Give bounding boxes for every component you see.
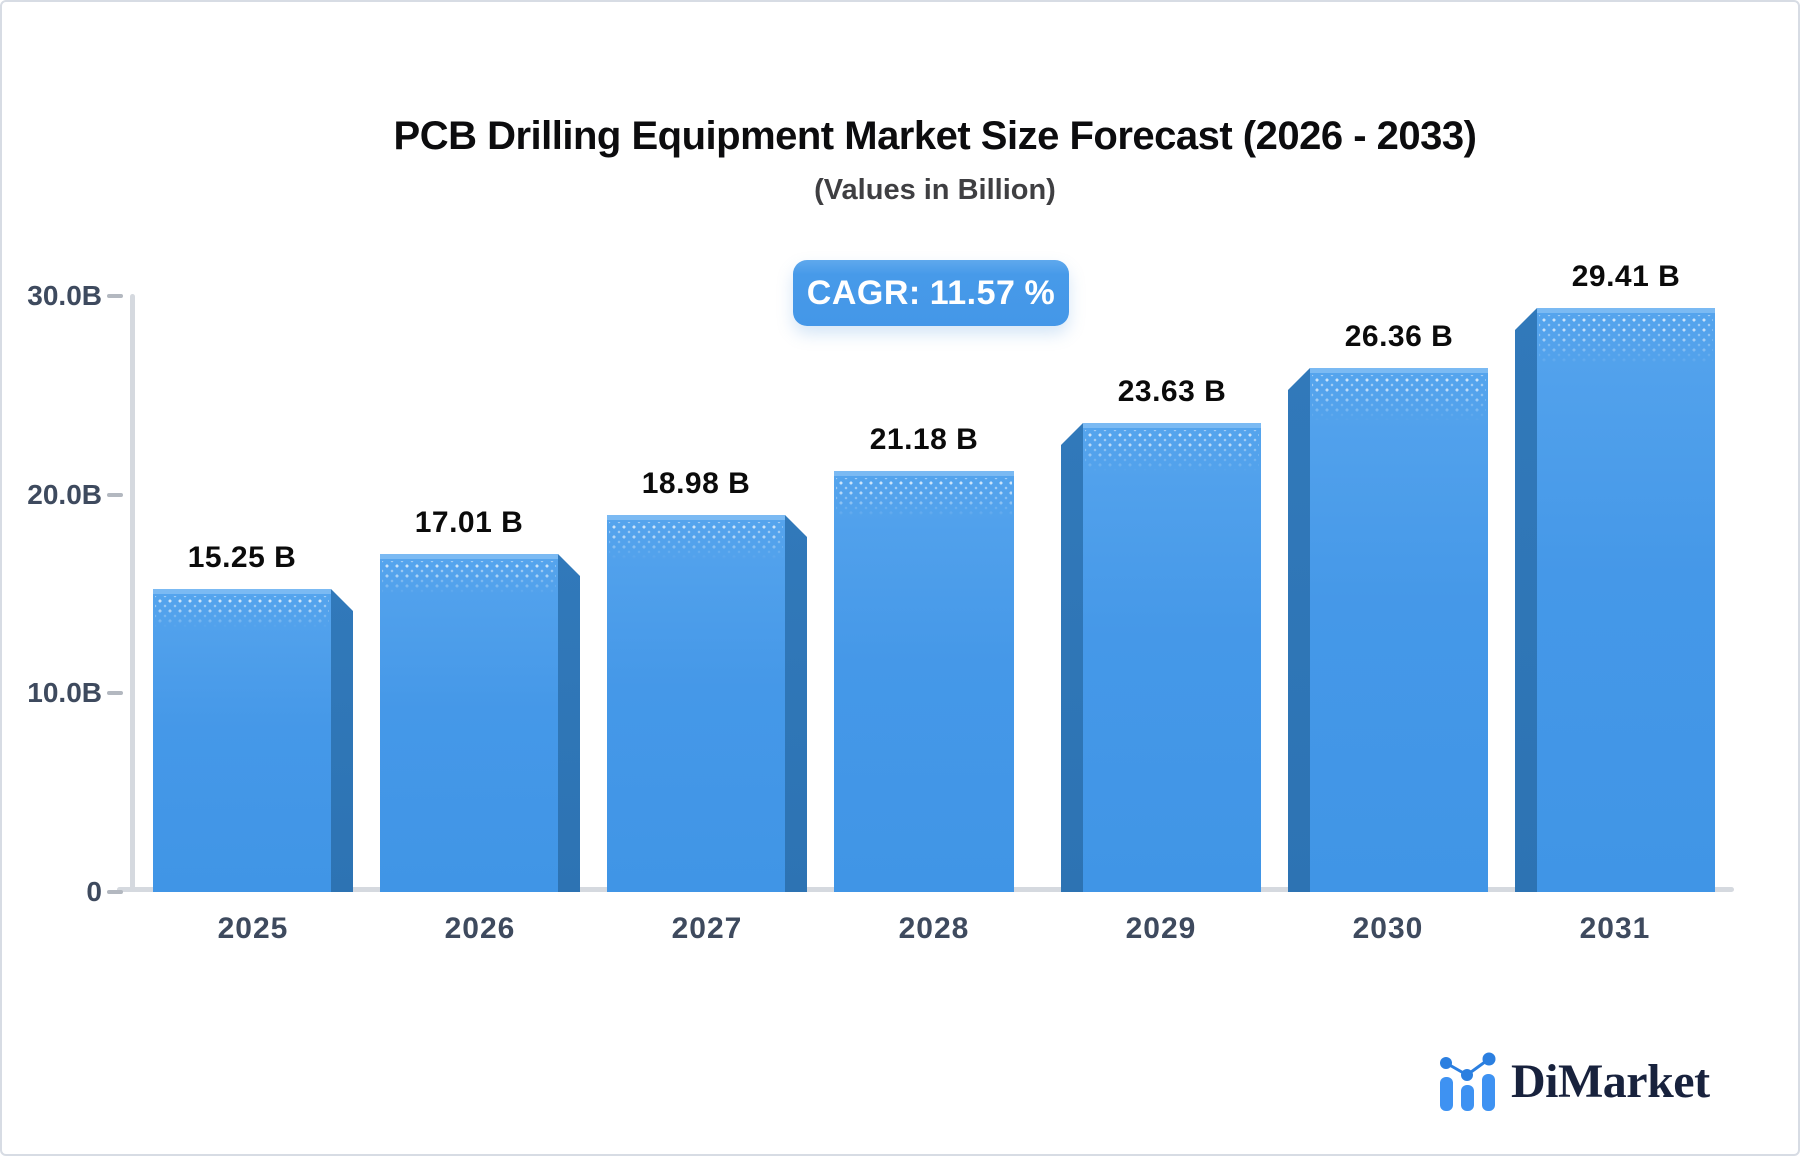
chart-title: PCB Drilling Equipment Market Size Forec… (393, 114, 1477, 158)
cagr-badge-prefix: CAGR: (806, 273, 921, 312)
bar-2027 (607, 515, 785, 892)
bar-texture (609, 522, 783, 559)
y-axis-tick-mark (107, 294, 123, 298)
bar-side-2025 (331, 589, 353, 892)
bar-side-2027 (785, 515, 807, 892)
y-axis-tick-label: 10.0B (27, 677, 102, 709)
cagr-badge-unit: % (1024, 273, 1056, 312)
x-axis-label-2028: 2028 (898, 912, 970, 945)
bar-2031 (1537, 308, 1715, 892)
y-axis-tick-label: 0 (86, 876, 102, 907)
bar-2026 (380, 554, 558, 892)
y-axis-tick-mark (107, 890, 123, 894)
bar-value-label-2031: 29.41 B (1571, 260, 1681, 293)
bar-side-2031 (1515, 308, 1537, 892)
bar-value-label-2028: 21.18 B (869, 423, 979, 456)
bar-value-label-2025: 15.25 B (187, 541, 297, 574)
chart-subtitle: (Values in Billion) (814, 174, 1056, 206)
bar-2025 (153, 589, 331, 892)
brand-logo: DiMarket (1439, 1050, 1710, 1112)
y-axis-tick-label: 30.0B (27, 280, 102, 311)
bar-texture (836, 478, 1012, 517)
bar-texture (1312, 375, 1486, 421)
bar-2029 (1083, 423, 1261, 892)
bar-2030 (1310, 368, 1488, 892)
brand-logo-text: DiMarket (1511, 1054, 1710, 1108)
x-axis-label-2030: 2030 (1352, 912, 1424, 945)
x-axis-label-2025: 2025 (217, 912, 289, 945)
bar-value-label-2026: 17.01 B (414, 506, 524, 539)
x-axis-label-2026: 2026 (444, 912, 516, 945)
bar-value-label-2030: 26.36 B (1344, 320, 1454, 353)
bar-2028 (834, 471, 1014, 892)
bar-chart-logo-icon (1439, 1050, 1497, 1112)
bar-value-label-2027: 18.98 B (641, 467, 751, 500)
cagr-badge-value: 11.57 (929, 273, 1016, 312)
x-axis-label-2031: 2031 (1579, 912, 1651, 945)
bar-texture (1539, 315, 1713, 365)
y-axis-line (130, 294, 135, 892)
x-axis-label-2029: 2029 (1125, 912, 1197, 945)
x-axis-label-2027: 2027 (671, 912, 743, 945)
cagr-badge: CAGR: 11.57 % (793, 260, 1069, 326)
bar-side-2030 (1288, 368, 1310, 892)
bar-texture (382, 561, 556, 595)
y-axis-tick-mark (107, 691, 123, 696)
bar-texture (155, 596, 329, 628)
y-axis-tick-mark (107, 492, 123, 497)
bar-texture (1085, 430, 1259, 472)
y-axis-tick-label: 20.0B (27, 478, 102, 510)
bar-value-label-2029: 23.63 B (1117, 375, 1227, 408)
bar-side-2026 (558, 554, 580, 892)
bar-side-2029 (1061, 423, 1083, 892)
